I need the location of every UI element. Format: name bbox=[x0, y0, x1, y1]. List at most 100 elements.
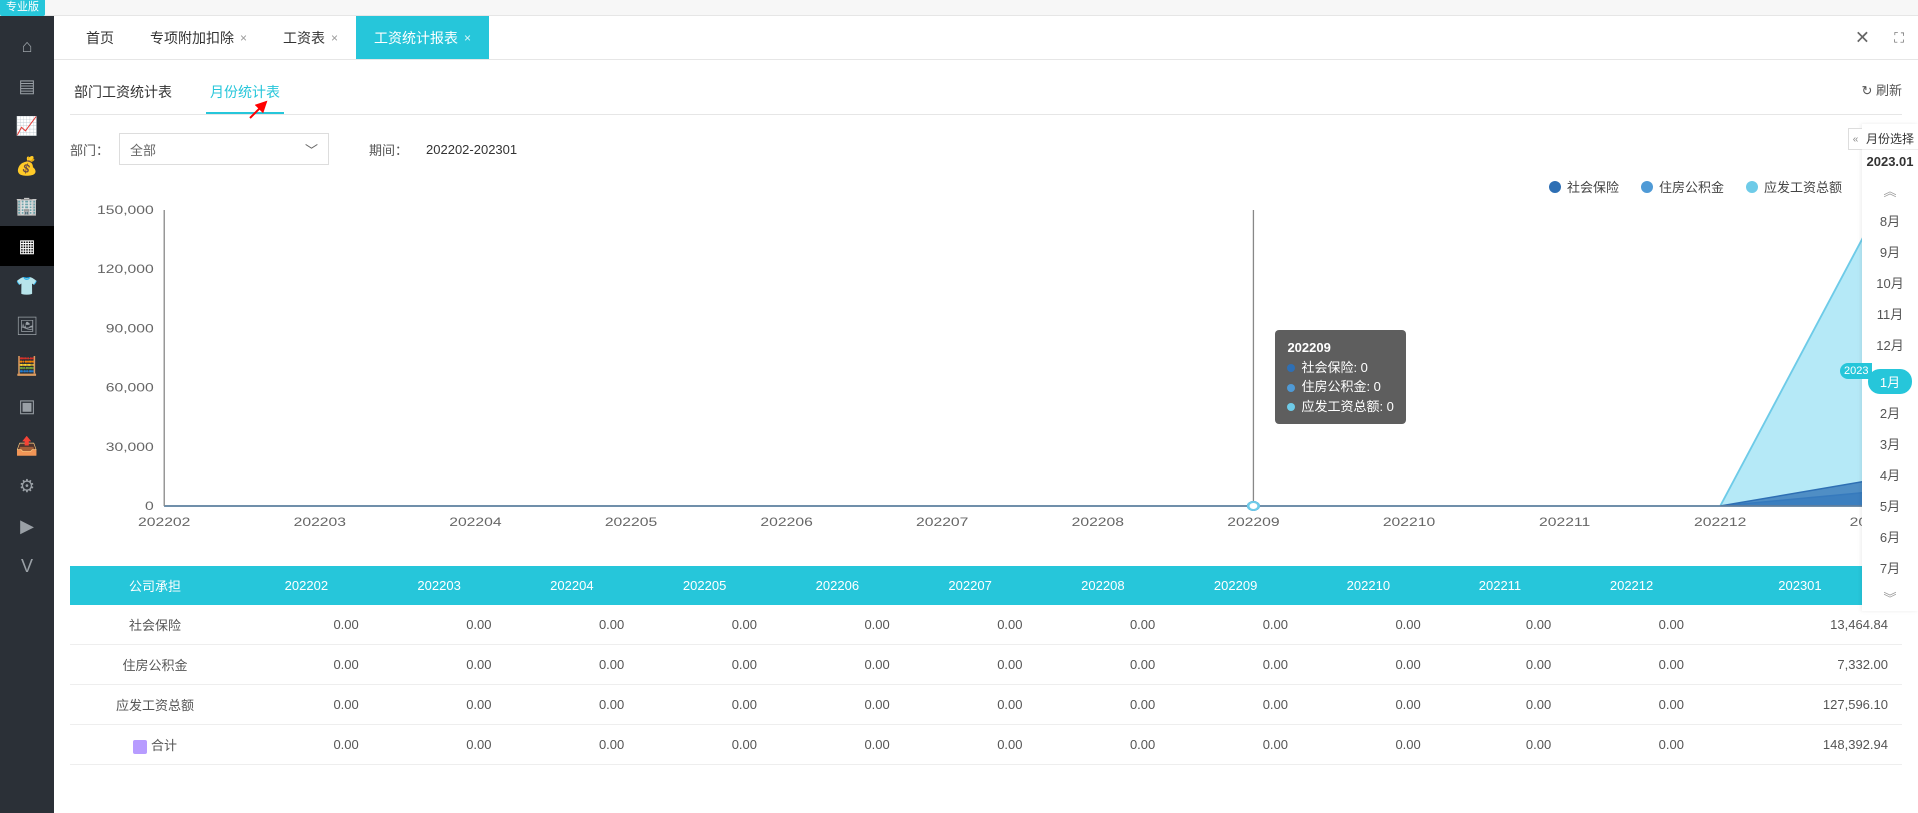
legend-item[interactable]: 住房公积金 bbox=[1641, 177, 1724, 196]
tab-1[interactable]: 专项附加扣除 × bbox=[132, 16, 265, 59]
table-cell: 0.00 bbox=[240, 725, 373, 765]
svg-text:202206: 202206 bbox=[760, 515, 813, 529]
table-cell: 0.00 bbox=[373, 605, 506, 645]
table-header-cell: 202205 bbox=[638, 566, 771, 605]
filter-bar: 部门： 全部 ﹀ 期间： 202202-202301 bbox=[70, 115, 1902, 173]
sidebar: ⌂▤📈💰🏢▦👕🖼🧮▣📤⚙▶V bbox=[0, 16, 54, 813]
table-row-label: 住房公积金 bbox=[70, 645, 240, 685]
sidebar-item-5[interactable]: ▦ bbox=[0, 226, 54, 266]
legend-label: 社会保险 bbox=[1567, 177, 1619, 196]
svg-text:120,000: 120,000 bbox=[97, 262, 154, 276]
table-cell: 0.00 bbox=[1302, 605, 1435, 645]
sidebar-item-9[interactable]: ▣ bbox=[0, 386, 54, 426]
svg-text:150,000: 150,000 bbox=[97, 203, 154, 217]
table-cell: 0.00 bbox=[1435, 725, 1565, 765]
table-cell: 0.00 bbox=[904, 725, 1037, 765]
month-up-icon[interactable]: ︽ bbox=[1862, 177, 1918, 204]
month-option[interactable]: 9月 bbox=[1862, 239, 1918, 264]
month-option[interactable]: 10月 bbox=[1862, 270, 1918, 295]
legend-item[interactable]: 社会保险 bbox=[1549, 177, 1619, 196]
legend-item[interactable]: 应发工资总额 bbox=[1746, 177, 1842, 196]
month-option[interactable]: 1月 bbox=[1868, 369, 1912, 394]
table-row: 住房公积金0.000.000.000.000.000.000.000.000.0… bbox=[70, 645, 1902, 685]
legend-label: 应发工资总额 bbox=[1764, 177, 1842, 196]
table-cell: 0.00 bbox=[240, 685, 373, 725]
dept-select[interactable]: 全部 ﹀ bbox=[119, 133, 329, 165]
sidebar-item-12[interactable]: ▶ bbox=[0, 506, 54, 546]
sidebar-item-4[interactable]: 🏢 bbox=[0, 186, 54, 226]
table-header-first: 公司承担 bbox=[70, 566, 240, 605]
sidebar-item-8[interactable]: 🧮 bbox=[0, 346, 54, 386]
table-cell: 0.00 bbox=[506, 685, 639, 725]
table-cell: 0.00 bbox=[1037, 725, 1170, 765]
table-body: 社会保险0.000.000.000.000.000.000.000.000.00… bbox=[70, 605, 1902, 765]
refresh-button[interactable]: ↻ 刷新 bbox=[1861, 80, 1902, 99]
sidebar-item-3[interactable]: 💰 bbox=[0, 146, 54, 186]
table-header-cell: 202204 bbox=[506, 566, 639, 605]
subtab-0[interactable]: 部门工资统计表 bbox=[70, 74, 176, 114]
tab-3[interactable]: 工资统计报表× bbox=[356, 16, 489, 59]
svg-text:202212: 202212 bbox=[1694, 515, 1747, 529]
table-cell: 0.00 bbox=[1565, 605, 1698, 645]
month-option[interactable]: 2月 bbox=[1862, 400, 1918, 425]
table-cell: 0.00 bbox=[373, 685, 506, 725]
sidebar-item-6[interactable]: 👕 bbox=[0, 266, 54, 306]
tab-0[interactable]: 首页 bbox=[68, 16, 132, 59]
table-cell: 0.00 bbox=[1302, 685, 1435, 725]
expand-icon[interactable]: ⛶ bbox=[1894, 29, 1904, 46]
tab-close-icon[interactable]: × bbox=[464, 31, 471, 45]
sidebar-item-7[interactable]: 🖼 bbox=[0, 306, 54, 346]
table-cell: 0.00 bbox=[638, 605, 771, 645]
salary-table: 公司承担202202202203202204202205202206202207… bbox=[70, 566, 1902, 765]
table-footer-label: 合计 bbox=[70, 725, 240, 765]
sidebar-item-13[interactable]: V bbox=[0, 546, 54, 586]
svg-text:202205: 202205 bbox=[605, 515, 658, 529]
tab-2[interactable]: 工资表 × bbox=[265, 16, 356, 59]
chevron-down-icon: ﹀ bbox=[305, 140, 318, 159]
sidebar-item-0[interactable]: ⌂ bbox=[0, 26, 54, 66]
table-cell: 0.00 bbox=[771, 605, 904, 645]
table-cell: 0.00 bbox=[1169, 725, 1302, 765]
table-cell: 0.00 bbox=[638, 725, 771, 765]
table-header-cell: 202207 bbox=[904, 566, 1037, 605]
tab-label: 专项附加扣除 bbox=[150, 28, 234, 48]
tab-close-icon[interactable]: × bbox=[331, 31, 338, 45]
month-option[interactable]: 11月 bbox=[1862, 301, 1918, 326]
collapse-icon[interactable]: « bbox=[1848, 128, 1862, 150]
legend-dot-icon bbox=[1746, 181, 1758, 193]
table-cell: 0.00 bbox=[373, 645, 506, 685]
table-cell: 0.00 bbox=[240, 605, 373, 645]
tab-label: 工资表 bbox=[283, 28, 325, 48]
sidebar-item-11[interactable]: ⚙ bbox=[0, 466, 54, 506]
table-cell: 0.00 bbox=[1435, 685, 1565, 725]
table-cell: 0.00 bbox=[771, 725, 904, 765]
dept-label: 部门： bbox=[70, 140, 109, 159]
month-down-icon[interactable]: ︾ bbox=[1862, 584, 1918, 611]
table-cell: 0.00 bbox=[1037, 645, 1170, 685]
table-cell: 0.00 bbox=[506, 645, 639, 685]
month-option[interactable]: 7月 bbox=[1862, 555, 1918, 580]
dept-select-value: 全部 bbox=[130, 140, 156, 159]
table-cell: 0.00 bbox=[1169, 605, 1302, 645]
area-chart[interactable]: 030,00060,00090,000120,000150,0002022022… bbox=[70, 200, 1902, 530]
month-option[interactable]: 3月 bbox=[1862, 431, 1918, 456]
subtab-1[interactable]: 月份统计表 bbox=[206, 74, 284, 114]
month-option[interactable]: 6月 bbox=[1862, 524, 1918, 549]
sidebar-item-2[interactable]: 📈 bbox=[0, 106, 54, 146]
month-option[interactable]: 8月 bbox=[1862, 208, 1918, 233]
svg-text:202211: 202211 bbox=[1539, 515, 1590, 529]
table-header-cell: 202212 bbox=[1565, 566, 1698, 605]
tab-bar: 首页专项附加扣除×工资表×工资统计报表×✕ ⛶ bbox=[54, 16, 1918, 60]
month-option[interactable]: 12月 bbox=[1862, 332, 1918, 357]
table-cell: 0.00 bbox=[373, 725, 506, 765]
table-header-cell: 202211 bbox=[1435, 566, 1565, 605]
sidebar-item-1[interactable]: ▤ bbox=[0, 66, 54, 106]
sidebar-item-10[interactable]: 📤 bbox=[0, 426, 54, 466]
year-badge: 2023 bbox=[1840, 363, 1872, 379]
close-icon[interactable]: ✕ bbox=[1855, 27, 1870, 48]
svg-text:60,000: 60,000 bbox=[106, 380, 154, 394]
month-option[interactable]: 4月 bbox=[1862, 462, 1918, 487]
month-option[interactable]: 5月 bbox=[1862, 493, 1918, 518]
tab-close-icon[interactable]: × bbox=[240, 31, 247, 45]
table-header-cell: 202208 bbox=[1037, 566, 1170, 605]
